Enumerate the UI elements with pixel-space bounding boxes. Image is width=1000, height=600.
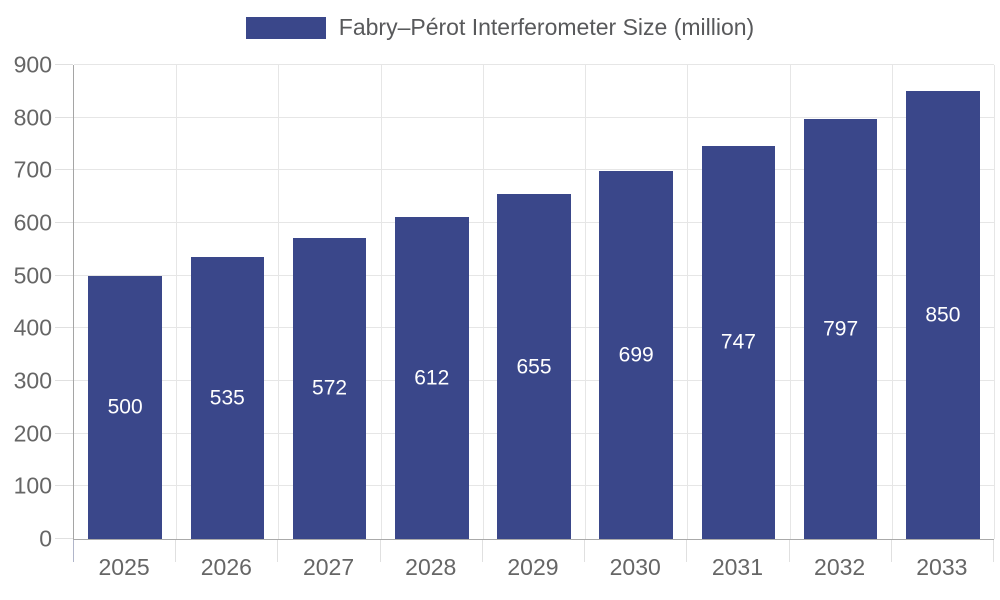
x-tick bbox=[788, 540, 790, 562]
y-axis-label: 0 bbox=[39, 525, 52, 552]
y-axis-label: 200 bbox=[13, 420, 52, 447]
x-gridline bbox=[482, 65, 484, 539]
bar-2027[interactable]: 572 bbox=[292, 237, 367, 539]
bar-2033[interactable]: 850 bbox=[906, 91, 980, 539]
legend-swatch bbox=[245, 16, 326, 39]
x-axis-label: 2029 bbox=[507, 554, 559, 580]
x-axis-label: 2033 bbox=[916, 554, 968, 580]
y-axis-label: 800 bbox=[13, 104, 52, 131]
y-tick bbox=[55, 169, 73, 171]
x-tick bbox=[73, 540, 74, 562]
bar-2030[interactable]: 699 bbox=[599, 170, 673, 539]
x-tick bbox=[481, 540, 483, 562]
bar-value-label: 850 bbox=[925, 303, 961, 327]
bar-value-label: 500 bbox=[107, 395, 143, 419]
bar-cell: 797 bbox=[790, 65, 892, 539]
y-axis-label: 400 bbox=[13, 314, 52, 341]
x-axis-label: 2028 bbox=[405, 554, 457, 580]
bar-value-label: 797 bbox=[823, 317, 859, 341]
x-gridline bbox=[891, 65, 893, 539]
bar-value-label: 747 bbox=[720, 330, 756, 354]
bar-cell: 612 bbox=[381, 65, 483, 539]
x-tick bbox=[686, 540, 688, 562]
x-gridline bbox=[687, 65, 689, 539]
bar-cell: 699 bbox=[585, 65, 687, 539]
y-axis-label: 500 bbox=[13, 262, 52, 289]
bar-2031[interactable]: 747 bbox=[701, 145, 776, 539]
x-tick bbox=[993, 540, 994, 562]
y-axis-label: 900 bbox=[13, 51, 52, 78]
x-gridline bbox=[994, 65, 995, 539]
y-tick bbox=[55, 380, 73, 382]
x-tick bbox=[890, 540, 892, 562]
x-labels-row: 2025 2026 2027 2028 2029 2030 2031 2032 2033 bbox=[73, 554, 993, 581]
bar-cell: 850 bbox=[892, 65, 994, 539]
bar-2025[interactable]: 500 bbox=[88, 275, 162, 539]
y-tick bbox=[55, 274, 73, 276]
y-axis-label: 600 bbox=[13, 209, 52, 236]
bar-value-label: 655 bbox=[516, 355, 552, 379]
y-tick bbox=[55, 485, 73, 487]
bar-cell: 535 bbox=[176, 65, 278, 539]
bars-group: 500 535 572 612 655 699 747 797 850 bbox=[74, 65, 994, 539]
y-tick bbox=[55, 64, 73, 65]
plot-area: 500 535 572 612 655 699 747 797 850 bbox=[55, 64, 995, 540]
bar-2026[interactable]: 535 bbox=[190, 257, 265, 539]
bar-cell: 572 bbox=[278, 65, 380, 539]
bar-cell: 655 bbox=[483, 65, 585, 539]
x-axis-label: 2025 bbox=[98, 554, 150, 580]
bar-value-label: 572 bbox=[312, 376, 348, 400]
bar-2028[interactable]: 612 bbox=[394, 216, 469, 539]
bar-cell: 747 bbox=[687, 65, 789, 539]
bar-cell: 500 bbox=[74, 65, 176, 539]
x-tick bbox=[379, 540, 381, 562]
bar-value-label: 612 bbox=[414, 366, 450, 390]
x-tick bbox=[584, 540, 586, 562]
x-gridline bbox=[176, 65, 178, 539]
x-axis-label: 2027 bbox=[302, 554, 355, 580]
y-tick bbox=[55, 222, 73, 224]
x-gridline bbox=[789, 65, 791, 539]
y-axis-label: 100 bbox=[13, 472, 52, 499]
y-axis: 0 100 200 300 400 500 600 700 800 900 bbox=[0, 53, 54, 550]
y-axis-label: 300 bbox=[13, 367, 52, 394]
x-axis: 2025 2026 2027 2028 2029 2030 2031 2032 2033 bbox=[73, 540, 994, 596]
legend-label: Fabry–Pérot Interferometer Size (million… bbox=[338, 14, 755, 40]
legend-item[interactable]: Fabry–Pérot Interferometer Size (million… bbox=[0, 14, 1000, 41]
bar-value-label: 699 bbox=[618, 343, 654, 367]
y-tick bbox=[55, 538, 73, 539]
bar-value-label: 535 bbox=[209, 386, 245, 410]
y-gridline bbox=[74, 169, 994, 171]
x-tick bbox=[277, 540, 279, 562]
bar-2029[interactable]: 655 bbox=[497, 194, 571, 539]
x-axis-label: 2026 bbox=[200, 554, 252, 580]
y-tick bbox=[55, 116, 73, 118]
x-axis-label: 2031 bbox=[711, 554, 763, 580]
x-gridline bbox=[278, 65, 280, 539]
y-axis-label: 700 bbox=[13, 156, 52, 183]
x-gridline bbox=[380, 65, 382, 539]
x-gridline bbox=[585, 65, 587, 539]
y-tick bbox=[55, 432, 73, 434]
x-axis-label: 2030 bbox=[609, 554, 661, 580]
y-gridline bbox=[74, 116, 994, 118]
y-gridline bbox=[74, 64, 994, 65]
x-axis-label: 2032 bbox=[814, 554, 866, 580]
x-tick bbox=[175, 540, 177, 562]
bar-2032[interactable]: 797 bbox=[803, 119, 878, 539]
y-tick bbox=[55, 327, 73, 329]
